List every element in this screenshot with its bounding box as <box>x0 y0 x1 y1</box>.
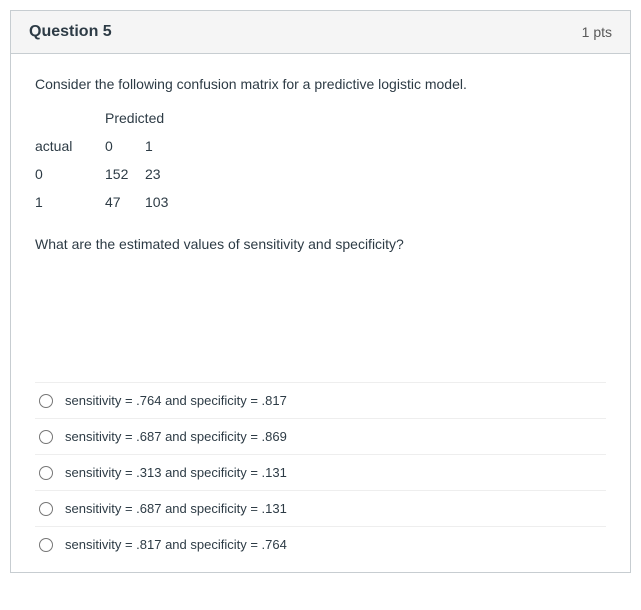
cell-0-1: 23 <box>145 166 185 182</box>
cell-1-0: 47 <box>105 194 145 210</box>
question-header: Question 5 1 pts <box>11 11 630 54</box>
answer-label[interactable]: sensitivity = .687 and specificity = .86… <box>65 429 287 444</box>
row-0-label: 0 <box>35 166 105 182</box>
col-header-1: 1 <box>145 138 185 154</box>
question-followup: What are the estimated values of sensiti… <box>35 236 606 252</box>
answer-label[interactable]: sensitivity = .687 and specificity = .13… <box>65 501 287 516</box>
answer-option[interactable]: sensitivity = .764 and specificity = .81… <box>35 382 606 418</box>
answer-radio[interactable] <box>39 430 53 444</box>
answer-label[interactable]: sensitivity = .817 and specificity = .76… <box>65 537 287 552</box>
answer-option[interactable]: sensitivity = .687 and specificity = .86… <box>35 418 606 454</box>
question-prompt: Consider the following confusion matrix … <box>35 76 606 92</box>
actual-label: actual <box>35 138 105 154</box>
col-header-0: 0 <box>105 138 145 154</box>
row-1-label: 1 <box>35 194 105 210</box>
answer-option[interactable]: sensitivity = .313 and specificity = .13… <box>35 454 606 490</box>
answer-option[interactable]: sensitivity = .687 and specificity = .13… <box>35 490 606 526</box>
question-points: 1 pts <box>582 24 612 40</box>
cell-0-0: 152 <box>105 166 145 182</box>
question-card: Question 5 1 pts Consider the following … <box>10 10 631 573</box>
predicted-label: Predicted <box>105 110 205 126</box>
cell-1-1: 103 <box>145 194 185 210</box>
answer-option[interactable]: sensitivity = .817 and specificity = .76… <box>35 526 606 562</box>
answers-list: sensitivity = .764 and specificity = .81… <box>35 382 606 562</box>
confusion-matrix: Predicted actual 0 1 0 152 23 1 47 103 <box>35 110 606 210</box>
answer-radio[interactable] <box>39 394 53 408</box>
question-title: Question 5 <box>29 23 112 41</box>
answer-radio[interactable] <box>39 538 53 552</box>
answer-radio[interactable] <box>39 502 53 516</box>
matrix-blank <box>35 110 105 126</box>
question-body: Consider the following confusion matrix … <box>11 54 630 572</box>
answer-label[interactable]: sensitivity = .764 and specificity = .81… <box>65 393 287 408</box>
answer-radio[interactable] <box>39 466 53 480</box>
answer-label[interactable]: sensitivity = .313 and specificity = .13… <box>65 465 287 480</box>
